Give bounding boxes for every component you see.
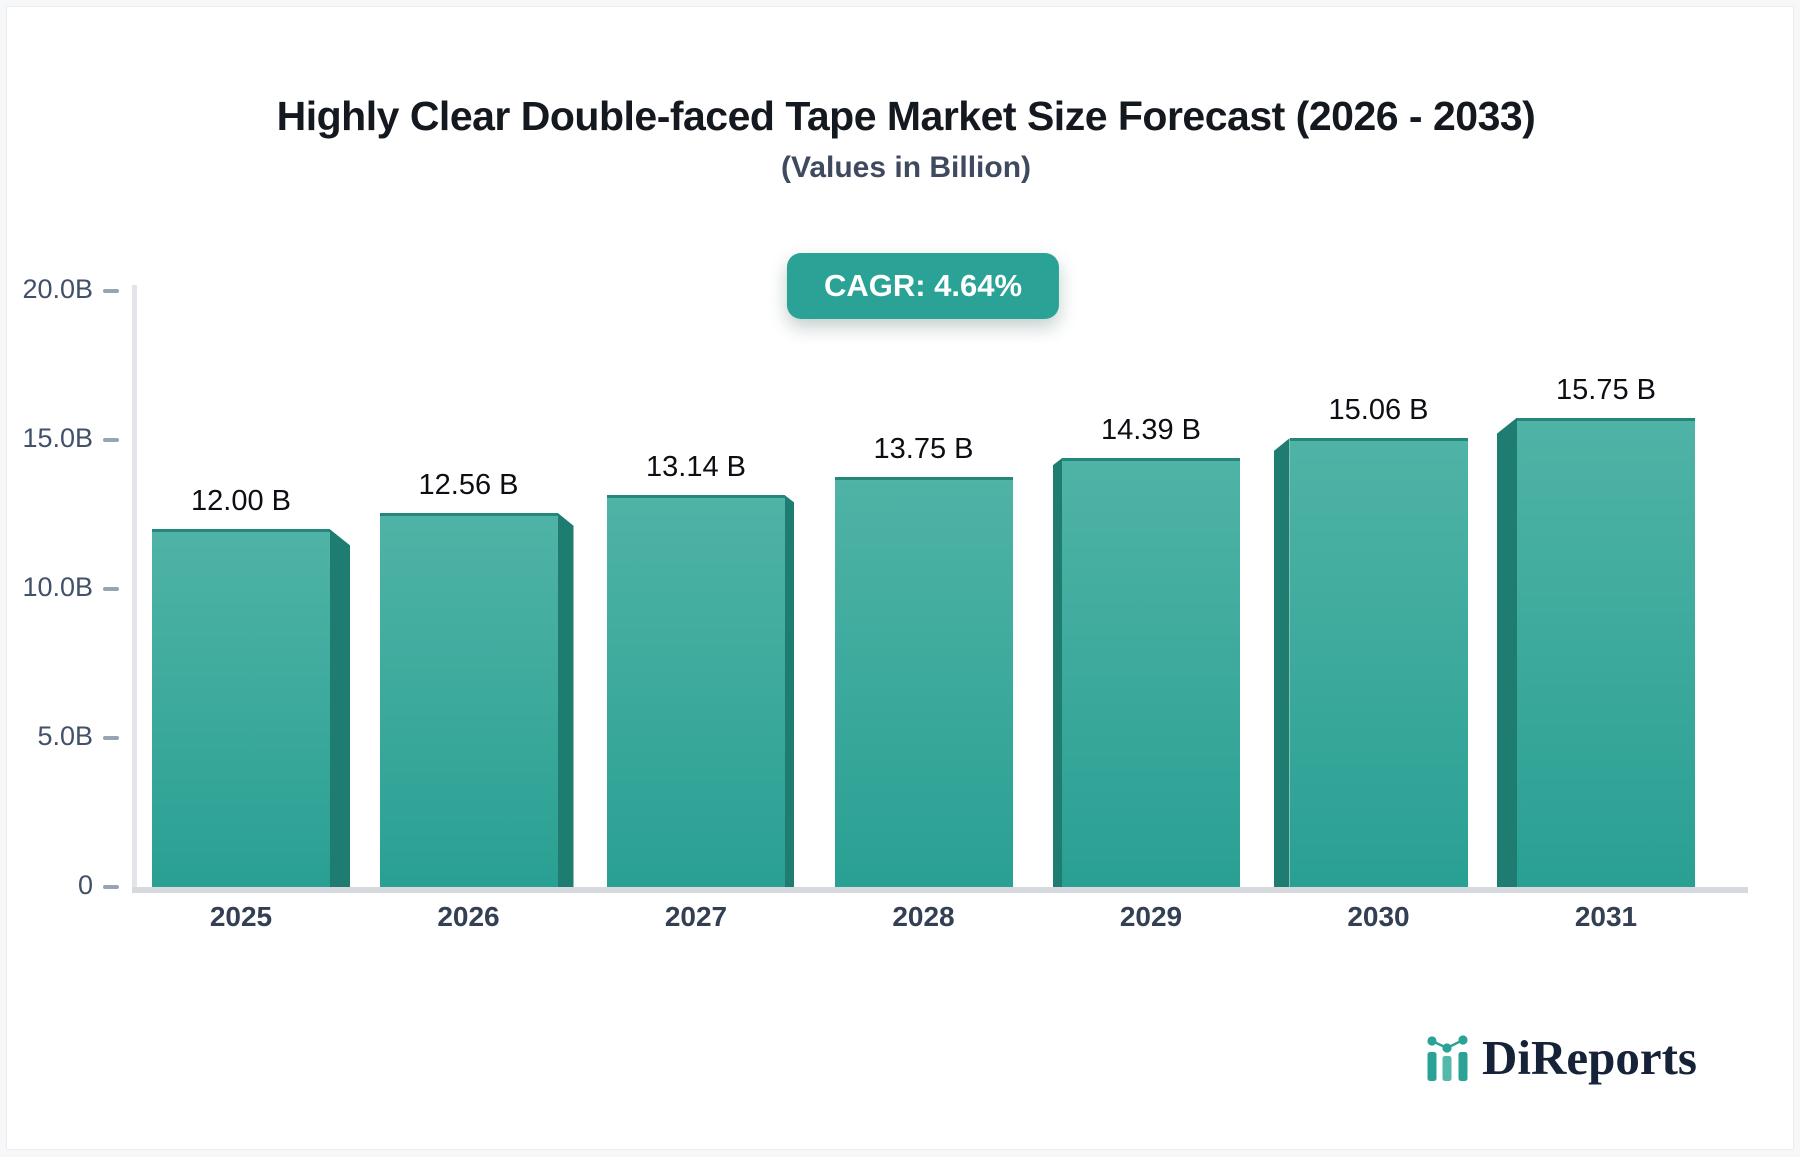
y-axis-label: 0 [77, 870, 93, 900]
bar-value-label: 13.14 B [646, 451, 746, 484]
y-axis-tick [103, 438, 119, 442]
bar [1517, 417, 1695, 887]
y-axis-label: 20.0B [22, 274, 93, 304]
bar [152, 529, 330, 887]
bar-value-label: 15.06 B [1328, 394, 1429, 427]
bar [834, 477, 1013, 887]
bar [607, 495, 785, 887]
x-axis-label: 2031 [1574, 901, 1638, 932]
y-axis-tick [103, 587, 119, 591]
chart-subtitle: (Values in Billion) [780, 151, 1032, 184]
x-axis-label: 2028 [892, 901, 955, 932]
y-axis-label: 10.0B [22, 572, 93, 602]
x-axis-label: 2026 [437, 901, 500, 932]
bar-side-face [1497, 417, 1517, 887]
y-axis-label: 15.0B [22, 423, 93, 453]
bar-side-face [330, 529, 350, 887]
bar-side-face [557, 512, 574, 887]
bar-value-label: 12.56 B [418, 468, 519, 501]
y-axis-tick [103, 289, 119, 293]
bar-value-label: 12.00 B [191, 485, 291, 518]
mini-bar-chart-icon [1427, 1035, 1468, 1081]
y-axis-line [132, 285, 137, 893]
bar-side-face [1273, 438, 1290, 887]
page-title: Highly Clear Double-faced Tape Market Si… [276, 93, 1536, 139]
x-axis-label: 2030 [1347, 901, 1410, 932]
bar [1289, 438, 1468, 887]
bar [379, 512, 558, 887]
x-axis-label: 2025 [209, 901, 273, 932]
brand-name: DiReports [1481, 1030, 1697, 1085]
x-axis-baseline [132, 887, 1748, 893]
bar-value-label: 15.75 B [1556, 373, 1656, 406]
bar-value-label: 13.75 B [873, 433, 974, 466]
y-axis-label: 5.0B [37, 721, 93, 751]
bar-value-label: 14.39 B [1101, 414, 1201, 447]
bar-side-face [1053, 458, 1062, 887]
bar-side-face [785, 495, 794, 887]
cagr-badge-label: CAGR: 4.64% [823, 268, 1023, 303]
cagr-badge: CAGR: 4.64% [786, 253, 1060, 319]
y-axis-tick [103, 885, 119, 889]
x-axis-label: 2029 [1119, 901, 1183, 932]
chart-card: Highly Clear Double-faced Tape Market Si… [6, 6, 1794, 1150]
bar [1062, 458, 1240, 887]
brand-logo: DiReports [1425, 1033, 1697, 1082]
x-axis-label: 2027 [664, 901, 728, 932]
y-axis-tick [103, 736, 119, 740]
